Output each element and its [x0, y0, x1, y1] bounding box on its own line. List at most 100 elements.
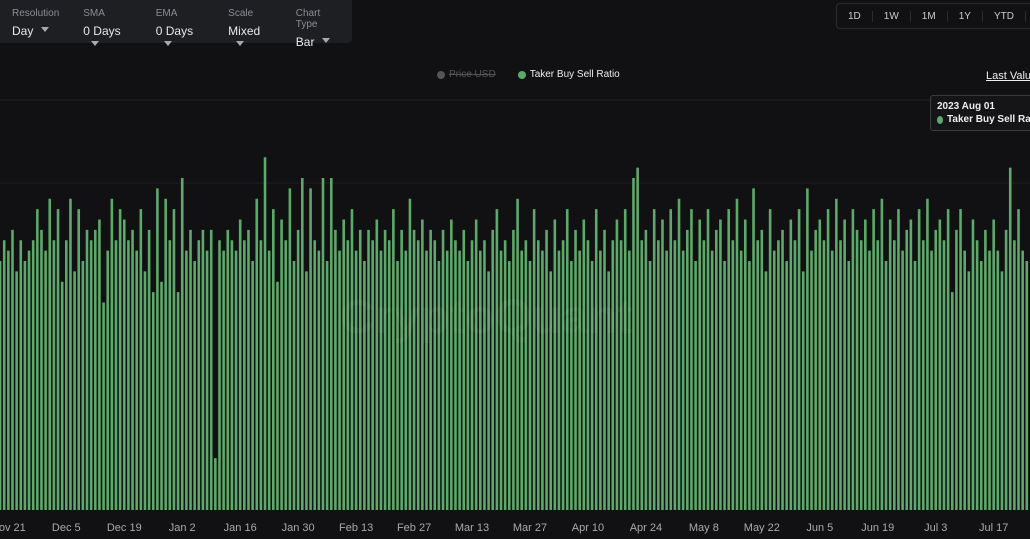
bar — [590, 261, 594, 510]
last-value-link[interactable]: Last Value — [986, 70, 1030, 82]
bar — [114, 240, 118, 510]
range-button[interactable]: 1D — [837, 10, 873, 22]
legend-item[interactable]: Taker Buy Sell Ratio — [517, 69, 620, 80]
bar — [48, 198, 52, 510]
bar — [143, 271, 147, 510]
range-button[interactable]: 1Y — [948, 10, 983, 22]
bar — [611, 240, 615, 510]
bar — [288, 188, 292, 510]
range-button[interactable]: 1M — [911, 10, 948, 22]
bar — [781, 229, 784, 510]
bar — [971, 219, 975, 510]
bar — [1000, 271, 1004, 510]
bar — [214, 458, 217, 510]
bar — [603, 229, 606, 510]
bar — [205, 250, 209, 510]
bar — [396, 261, 399, 510]
bar — [367, 229, 370, 510]
bar — [1017, 209, 1020, 510]
bar — [607, 271, 610, 510]
bar — [884, 261, 888, 510]
x-tick-label: Apr 10 — [572, 522, 604, 534]
legend: Price USD Taker Buy Sell Ratio — [437, 69, 620, 80]
bar — [615, 219, 619, 510]
x-tick-label: Jul 17 — [979, 522, 1008, 534]
x-tick-label: Nov 21 — [0, 522, 26, 534]
bar — [677, 198, 681, 510]
bar — [959, 209, 962, 510]
bar — [714, 229, 718, 510]
bar — [681, 250, 685, 510]
bar — [565, 209, 569, 510]
bar — [628, 250, 631, 510]
bar — [176, 292, 180, 510]
bar — [429, 229, 432, 510]
bar — [516, 198, 519, 510]
bar — [305, 271, 308, 510]
control[interactable]: Chart Type Bar — [284, 0, 352, 49]
bar — [669, 209, 673, 510]
bar — [690, 209, 693, 510]
bar — [11, 229, 14, 510]
bar — [400, 229, 403, 510]
legend-item[interactable]: Price USD — [437, 69, 496, 80]
bar — [785, 261, 788, 510]
bar — [553, 219, 557, 510]
bar — [135, 250, 138, 510]
bar — [168, 240, 172, 510]
bar — [549, 271, 552, 510]
bar — [466, 261, 470, 510]
bar — [296, 229, 300, 510]
bar — [408, 198, 412, 510]
bar — [648, 261, 652, 510]
bar — [122, 219, 126, 510]
bar — [56, 209, 60, 510]
legend-label: Taker Buy Sell Ratio — [529, 69, 620, 80]
bar — [437, 261, 441, 510]
bar — [864, 219, 867, 510]
bar — [880, 198, 884, 510]
bar — [1004, 229, 1008, 510]
tooltip-dot — [937, 115, 944, 124]
control-label: SMA — [83, 8, 105, 19]
x-tick-label: Jan 2 — [169, 522, 196, 534]
bar — [636, 167, 639, 510]
bar — [619, 240, 623, 510]
bar — [284, 240, 288, 510]
bar — [545, 229, 548, 510]
bar — [77, 209, 81, 510]
range-button[interactable]: YTD — [983, 10, 1026, 22]
bar — [735, 198, 739, 510]
bar — [139, 209, 143, 510]
bar — [756, 240, 759, 510]
bar — [888, 219, 892, 510]
bar — [2, 240, 6, 510]
bar — [383, 229, 387, 510]
range-button[interactable]: 1W — [873, 10, 911, 22]
bar — [276, 281, 279, 510]
bar — [963, 250, 966, 510]
bar — [743, 219, 747, 510]
range-buttons: 1D 1W 1M 1Y YTD — [836, 3, 1030, 29]
control-value: Mixed — [228, 24, 272, 52]
bar — [706, 209, 710, 510]
control[interactable]: Scale Mixed — [216, 0, 284, 43]
bar — [996, 250, 1000, 510]
bar — [905, 229, 909, 510]
x-tick-label: May 22 — [744, 522, 780, 534]
bar — [342, 219, 345, 510]
bar — [363, 261, 366, 510]
bar — [197, 240, 201, 510]
bar — [371, 240, 374, 510]
bar — [652, 209, 656, 510]
bar — [450, 219, 453, 510]
control[interactable]: EMA 0 Days — [144, 0, 216, 43]
bar — [930, 250, 933, 510]
bar — [40, 229, 43, 510]
control[interactable]: Resolution Day — [0, 0, 71, 43]
bar — [731, 240, 735, 510]
bar — [251, 261, 254, 510]
bar — [984, 229, 987, 510]
control[interactable]: SMA 0 Days — [71, 0, 143, 43]
bar — [847, 261, 851, 510]
